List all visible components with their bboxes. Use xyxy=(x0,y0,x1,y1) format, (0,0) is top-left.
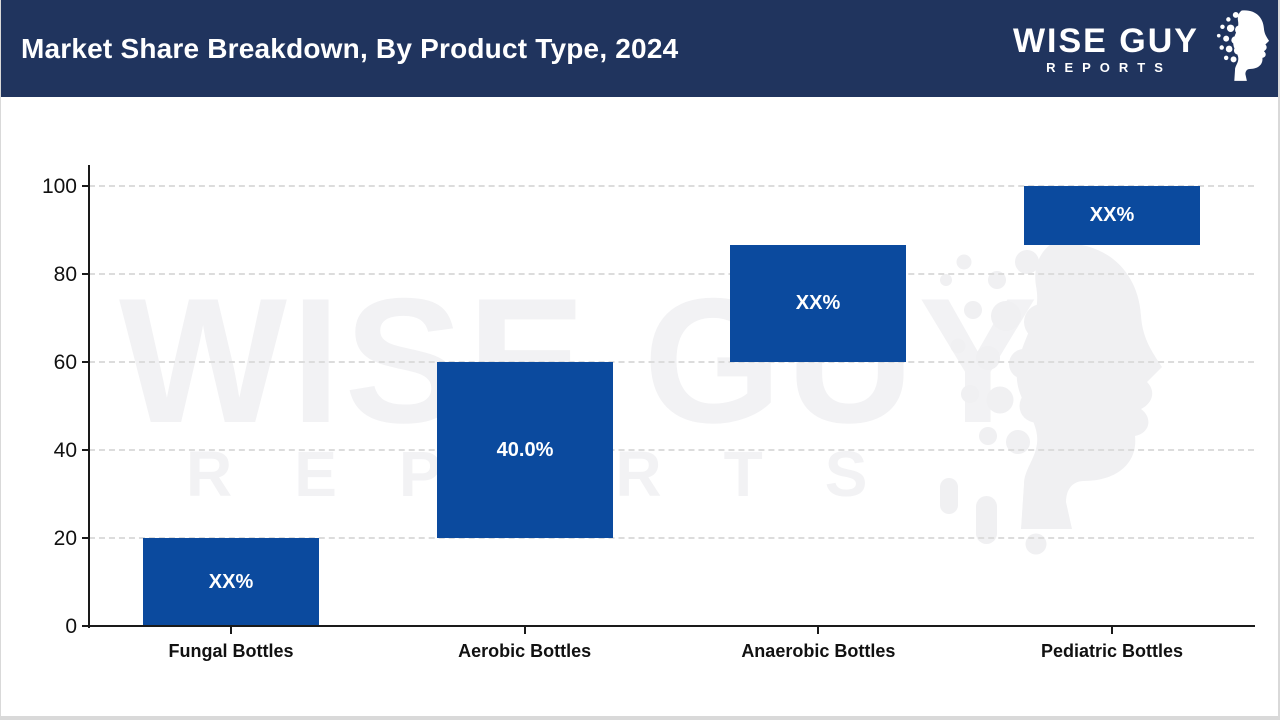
x-tick-1 xyxy=(230,626,232,634)
bar-value-label: XX% xyxy=(208,570,254,593)
bar-pediatric-bottles: XX% xyxy=(1024,186,1200,246)
x-tick-3 xyxy=(817,626,820,634)
y-tick-label-60: 60 xyxy=(53,351,77,374)
y-tick-20 xyxy=(82,537,89,539)
y-tick-label-40: 40 xyxy=(53,439,77,462)
y-axis-line xyxy=(88,165,90,628)
page-title: Market Share Breakdown, By Product Type,… xyxy=(21,32,679,64)
gridline-20 xyxy=(89,537,1254,539)
gridline-60 xyxy=(89,361,1254,363)
bar-anaerobic-bottles: XX% xyxy=(730,245,906,362)
y-tick-60 xyxy=(82,361,89,363)
x-tick-4 xyxy=(1111,626,1113,634)
bar-value-label: XX% xyxy=(1089,204,1135,227)
y-tick-label-20: 20 xyxy=(53,527,77,550)
y-tick-label-0: 0 xyxy=(65,615,77,638)
brand-wordmark: WISE GUY xyxy=(1012,21,1199,60)
brand-logo: WISE GUY REPORTS xyxy=(1013,0,1275,97)
bar-fungal-bottles: XX% xyxy=(143,538,319,626)
gridline-100 xyxy=(89,185,1254,187)
x-category-label: Aerobic Bottles xyxy=(458,641,592,661)
bar-aerobic-bottles: 40.0% xyxy=(437,362,613,538)
bar-value-label: 40.0% xyxy=(496,438,554,461)
watermark-face-icon xyxy=(940,243,1162,555)
y-tick-80 xyxy=(82,273,89,275)
gridline-40 xyxy=(89,449,1254,451)
y-tick-0 xyxy=(82,625,89,627)
brand-face-icon xyxy=(1216,9,1270,81)
y-tick-40 xyxy=(82,449,89,451)
brand-subtext: REPORTS xyxy=(1046,59,1172,75)
gridline-80 xyxy=(89,273,1254,275)
x-category-label: Anaerobic Bottles xyxy=(741,641,896,661)
x-category-label: Pediatric Bottles xyxy=(1040,641,1184,661)
y-tick-label-80: 80 xyxy=(53,263,77,286)
header-banner: Market Share Breakdown, By Product Type,… xyxy=(1,0,1278,97)
y-tick-100 xyxy=(82,185,89,187)
x-tick-2 xyxy=(523,626,526,634)
x-axis-line xyxy=(88,625,1255,627)
bar-value-label: XX% xyxy=(795,292,841,315)
x-category-label: Fungal Bottles xyxy=(168,641,294,661)
y-tick-label-100: 100 xyxy=(41,175,77,198)
